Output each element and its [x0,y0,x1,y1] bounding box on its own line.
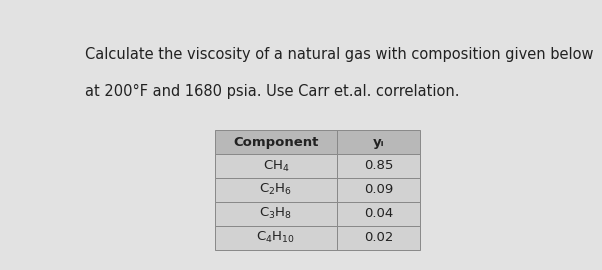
FancyBboxPatch shape [216,178,337,202]
Text: 0.09: 0.09 [364,183,393,196]
FancyBboxPatch shape [337,154,421,178]
Text: 0.04: 0.04 [364,207,393,220]
FancyBboxPatch shape [337,226,421,250]
FancyBboxPatch shape [216,202,337,226]
Text: C$_4$H$_{10}$: C$_4$H$_{10}$ [256,230,296,245]
FancyBboxPatch shape [337,202,421,226]
FancyBboxPatch shape [337,130,421,154]
Text: CH$_4$: CH$_4$ [262,158,289,174]
Text: 0.85: 0.85 [364,160,393,173]
Text: 0.02: 0.02 [364,231,393,244]
FancyBboxPatch shape [216,226,337,250]
Text: Component: Component [233,136,318,148]
FancyBboxPatch shape [216,130,337,154]
Text: C$_3$H$_8$: C$_3$H$_8$ [259,206,293,221]
FancyBboxPatch shape [337,178,421,202]
Text: C$_2$H$_6$: C$_2$H$_6$ [259,182,293,197]
FancyBboxPatch shape [216,154,337,178]
Text: Calculate the viscosity of a natural gas with composition given below: Calculate the viscosity of a natural gas… [84,47,593,62]
Text: at 200°F and 1680 psia. Use Carr et.al. correlation.: at 200°F and 1680 psia. Use Carr et.al. … [84,84,459,99]
Text: yᵢ: yᵢ [373,136,384,148]
